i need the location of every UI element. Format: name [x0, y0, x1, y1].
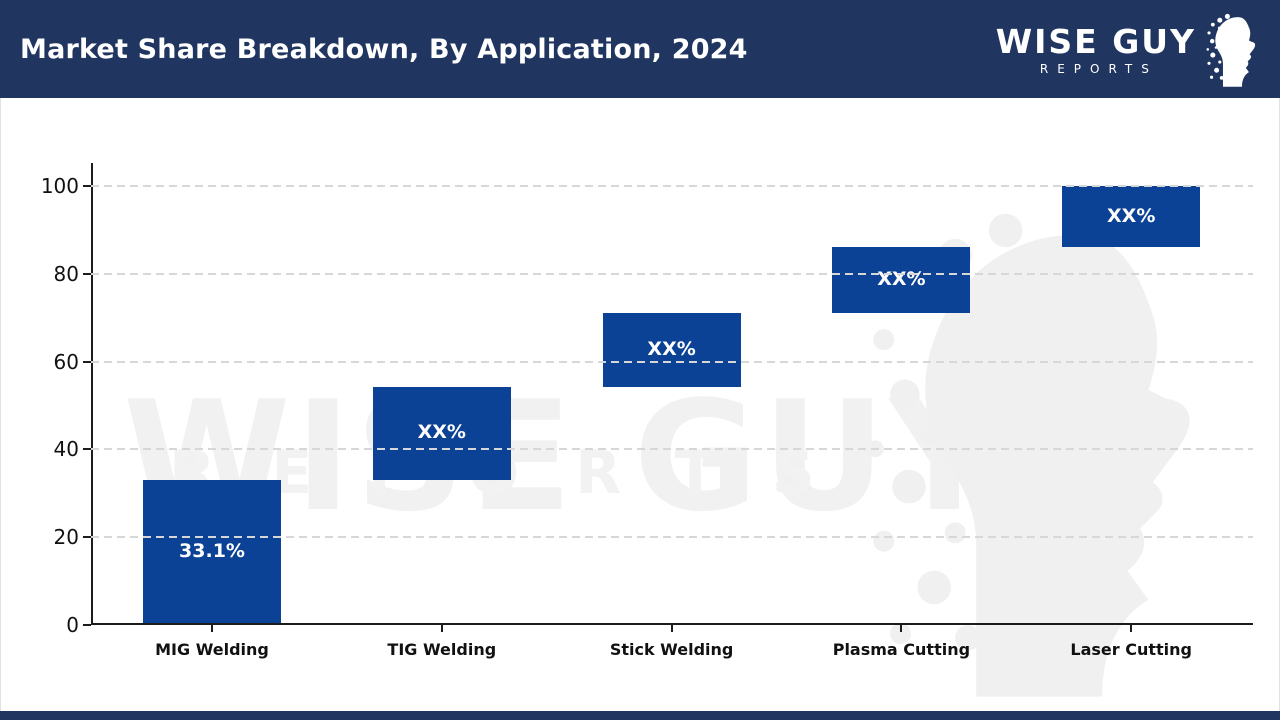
- plot-axes: [91, 163, 1253, 625]
- bar-segment: 33.1%: [143, 479, 281, 625]
- y-tick: [83, 624, 91, 626]
- y-tick-label: 40: [53, 437, 79, 462]
- category-label: Plasma Cutting: [832, 640, 971, 659]
- bar-value-label: XX%: [647, 337, 696, 360]
- logo-text: WISE GUY REPORTS: [995, 21, 1196, 76]
- y-tick: [83, 272, 91, 275]
- x-tick: [440, 625, 443, 632]
- gridline: [91, 536, 1253, 539]
- logo-subtitle: REPORTS: [1039, 61, 1158, 76]
- y-tick-label: 100: [40, 174, 79, 198]
- footer-bar: [0, 711, 1280, 720]
- bar-value-label: 33.1%: [179, 540, 245, 563]
- y-tick: [83, 185, 91, 187]
- y-tick-label: 80: [53, 261, 79, 286]
- x-tick: [211, 625, 213, 632]
- page-title: Market Share Breakdown, By Application, …: [20, 33, 748, 65]
- gridline: [91, 448, 1253, 451]
- logo-face-icon: [1202, 12, 1268, 88]
- y-tick-label: 0: [66, 613, 79, 637]
- bar-segment: XX%: [602, 312, 741, 388]
- x-tick: [1130, 625, 1133, 632]
- bar-segment: XX%: [1062, 186, 1201, 248]
- gridline: [91, 272, 1253, 275]
- category-label: MIG Welding: [155, 640, 269, 659]
- gridline: [91, 360, 1253, 363]
- bar-value-label: XX%: [417, 421, 466, 444]
- category-label: Laser Cutting: [1070, 640, 1192, 659]
- header-bar: Market Share Breakdown, By Application, …: [0, 0, 1280, 98]
- y-tick: [83, 536, 91, 539]
- wiseguy-logo: WISE GUY REPORTS: [996, 8, 1268, 92]
- x-tick: [670, 625, 673, 632]
- bar-segment: XX%: [832, 247, 971, 313]
- bar-value-label: XX%: [1107, 204, 1156, 227]
- category-label: TIG Welding: [387, 640, 497, 659]
- chart-canvas: WISE GUY REPORTS 33.1% MIG Welding XX% TIG …: [0, 98, 1280, 711]
- category-label: Stick Welding: [609, 640, 734, 659]
- y-tick: [83, 448, 91, 451]
- y-tick-label: 20: [53, 525, 79, 550]
- x-tick: [900, 625, 903, 632]
- bar-segment: XX%: [372, 387, 511, 480]
- gridline: [91, 185, 1253, 187]
- logo-wordmark: WISE GUY: [995, 21, 1196, 61]
- y-tick-label: 60: [53, 349, 79, 374]
- y-tick: [83, 360, 91, 363]
